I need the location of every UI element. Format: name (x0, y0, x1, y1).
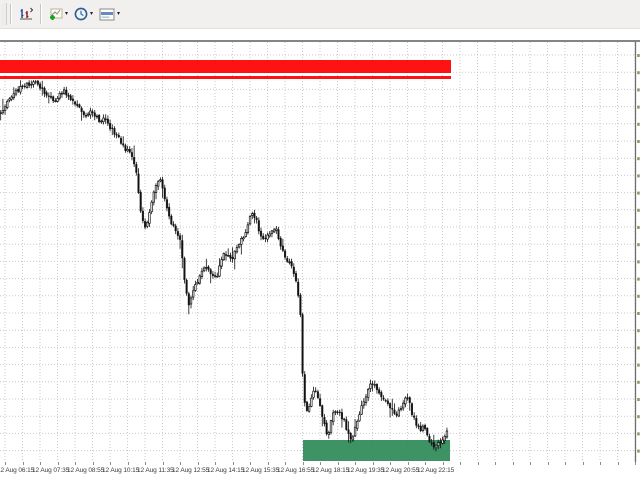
time-axis-label: 12 Aug 12:55 (172, 467, 210, 474)
time-tick (460, 462, 461, 465)
time-axis-label: 12 Aug 19:35 (347, 467, 385, 474)
time-tick (355, 462, 356, 465)
template-icon (99, 8, 115, 20)
price-label-stub (637, 260, 640, 264)
time-axis: 12 Aug 06:15 12 Aug 07:35 12 Aug 08:55 12 A… (0, 462, 640, 480)
price-label-stub (637, 243, 640, 247)
time-axis-label: 12 Aug 06:15 (0, 467, 35, 474)
price-label-stub (637, 208, 640, 212)
indicators-button[interactable]: ▾ (45, 3, 71, 25)
candle-wicks (0, 80, 448, 452)
time-tick (162, 462, 164, 465)
time-axis-label: 12 Aug 16:55 (277, 467, 315, 474)
time-axis-label: 12 Aug 18:15 (312, 467, 350, 474)
time-tick (302, 462, 304, 465)
time-tick (110, 462, 111, 465)
chevron-down-icon: ▾ (90, 11, 94, 17)
resistance-line (0, 76, 451, 79)
time-tick (40, 462, 41, 465)
bearish-candle-bodies (17, 80, 442, 448)
time-tick (547, 462, 549, 465)
time-axis-label: 12 Aug 15:35 (242, 467, 280, 474)
price-label-stub (637, 122, 640, 126)
price-label-stub (637, 226, 640, 229)
time-axis-label: 12 Aug 14:15 (207, 467, 245, 474)
time-tick (215, 462, 216, 465)
price-label-stub (637, 54, 640, 57)
price-label-stub (637, 105, 640, 109)
time-tick (407, 462, 409, 465)
time-tick (495, 462, 496, 465)
time-tick (582, 462, 584, 465)
price-label-stub (637, 415, 640, 419)
time-tick (250, 462, 251, 465)
time-tick (197, 462, 199, 465)
time-tick (635, 462, 636, 465)
price-label-stub (637, 88, 640, 92)
price-label-stub (637, 157, 640, 161)
time-tick (530, 462, 531, 465)
time-axis-label: 12 Aug 10:15 (102, 467, 140, 474)
bar-chart-icon (20, 7, 34, 20)
price-label-stub (637, 346, 640, 350)
toolbar-separator (10, 4, 12, 24)
time-tick (425, 462, 426, 465)
price-label-stub (637, 191, 640, 195)
time-tick (320, 462, 321, 465)
time-tick (390, 462, 391, 465)
time-axis-label: 12 Aug 11:35 (137, 467, 174, 474)
price-label-stub (637, 277, 640, 281)
time-axis-label: 12 Aug 20:55 (382, 467, 420, 474)
price-label-stub (637, 398, 640, 401)
time-tick (512, 462, 514, 465)
toolbar: ▾ ▾ ▾ (0, 0, 640, 29)
price-label-stub (637, 294, 640, 298)
time-tick (57, 462, 59, 465)
partial-button[interactable] (1, 3, 7, 25)
time-axis-label: 12 Aug 08:55 (67, 467, 105, 474)
support-zone (303, 440, 450, 461)
time-tick (127, 462, 129, 465)
chart-type-button[interactable] (15, 3, 37, 25)
price-label-stub (637, 140, 640, 143)
toolbar-separator (40, 4, 42, 24)
bullish-candle-bodies (0, 81, 449, 449)
time-tick (477, 462, 479, 465)
price-label-stub (637, 71, 640, 75)
time-tick (600, 462, 601, 465)
time-tick (92, 462, 94, 465)
time-tick (267, 462, 269, 465)
chart-top-border (0, 40, 640, 42)
templates-button[interactable]: ▾ (96, 3, 123, 25)
time-tick (337, 462, 339, 465)
time-tick (22, 462, 24, 465)
time-tick (372, 462, 374, 465)
resistance-zone (0, 60, 451, 73)
price-label-stub (637, 174, 640, 178)
chart-canvas[interactable] (0, 42, 640, 462)
time-tick (617, 462, 619, 465)
chevron-down-icon: ▾ (65, 11, 69, 17)
time-tick (145, 462, 146, 465)
chevron-down-icon: ▾ (117, 11, 121, 17)
price-label-stub (637, 432, 640, 436)
price-label-stub (637, 380, 640, 384)
time-tick (75, 462, 76, 465)
periods-button[interactable]: ▾ (71, 3, 96, 25)
price-label-stub (637, 363, 640, 367)
price-label-stub (637, 312, 640, 315)
time-axis-label: 12 Aug 07:35 (32, 467, 70, 474)
time-tick (442, 462, 444, 465)
indicator-add-icon (50, 8, 63, 20)
time-tick (180, 462, 181, 465)
time-axis-label: 12 Aug 22:15 (417, 467, 455, 474)
price-label-stub (637, 329, 640, 333)
price-axis-column (636, 42, 640, 462)
clock-icon (74, 7, 88, 21)
time-tick (565, 462, 566, 465)
time-tick (5, 462, 6, 465)
time-tick (285, 462, 286, 465)
price-label-stub (637, 449, 640, 453)
time-tick (232, 462, 234, 465)
